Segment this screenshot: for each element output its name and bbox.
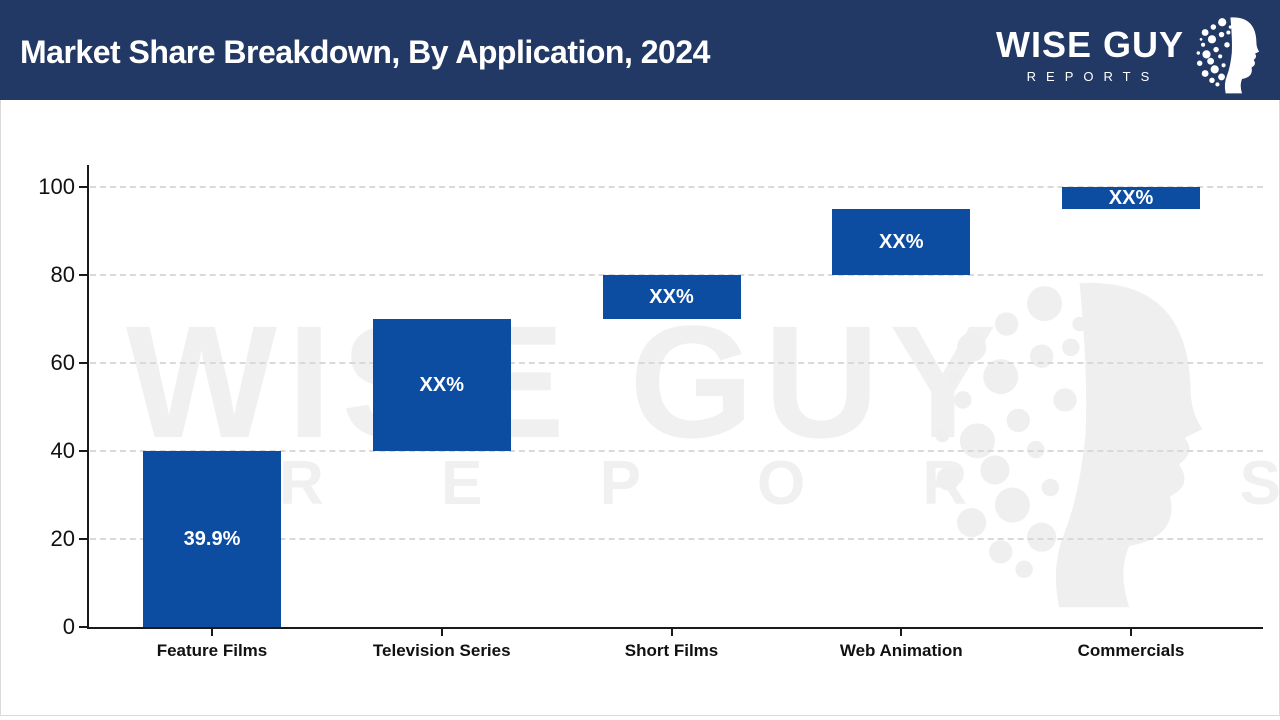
watermark-text-1: WISE GUY: [126, 292, 1007, 471]
y-tick-label-0: 0: [62, 614, 75, 639]
y-tick-label-40: 40: [50, 438, 75, 463]
bar-label-television-series: XX%: [419, 373, 464, 396]
y-axis-line: [87, 165, 89, 629]
bar-short-films: XX%: [602, 275, 741, 319]
x-tick-label-short-films: Short Films: [624, 641, 719, 660]
x-tick-label-commercials: Commercials: [1077, 641, 1185, 660]
y-tick-mark-20: [79, 538, 87, 540]
x-tick-label-feature-films: Feature Films: [156, 641, 268, 660]
bar-label-feature-films: 39.9%: [183, 527, 241, 550]
bar-label-web-animation: XX%: [879, 230, 924, 253]
chart-area: WISE GUY R E P O R T S 0 20 40 60 80 100 39.9%…: [0, 100, 1280, 716]
x-tick-mark-short-films: [670, 629, 673, 636]
y-tick-label-60: 60: [50, 350, 75, 375]
x-tick-label-web-animation: Web Animation: [839, 641, 963, 660]
x-tick-label-television-series: Television Series: [372, 641, 511, 660]
y-tick-mark-0: [79, 626, 87, 628]
page-title: Market Share Breakdown, By Application, …: [20, 34, 710, 70]
gridline-60: [90, 362, 1263, 364]
x-tick-mark-web-animation: [900, 629, 903, 636]
bar-feature-films: 39.9%: [143, 451, 281, 627]
bar-web-animation: XX%: [832, 209, 971, 275]
gridline-40: [90, 450, 1263, 452]
dotted-face-icon: [1196, 17, 1260, 94]
y-tick-mark-60: [79, 362, 87, 364]
brand-logo-text: WISE GUY REPORTS: [996, 24, 1184, 84]
bar-television-series: XX%: [372, 319, 511, 451]
plot-area: 0 20 40 60 80 100 39.9% Feature Films XX% Televis…: [1, 100, 1279, 715]
brand-name: WISE GUY: [995, 24, 1184, 65]
y-tick-label-20: 20: [50, 526, 75, 551]
brand-subname: REPORTS: [1026, 69, 1160, 84]
bar-label-commercials: XX%: [1108, 186, 1154, 209]
bar-label-short-films: XX%: [649, 285, 694, 308]
y-tick-mark-40: [79, 450, 87, 452]
header: Market Share Breakdown, By Application, …: [0, 0, 1280, 100]
y-tick-mark-80: [79, 274, 87, 276]
gridline-20: [90, 538, 1263, 540]
x-tick-mark-television-series: [440, 629, 443, 636]
bar-commercials: XX%: [1062, 187, 1200, 209]
gridline-100: [90, 186, 1263, 188]
x-axis-line: [87, 627, 1263, 629]
y-tick-label-100: 100: [38, 174, 75, 199]
y-tick-label-80: 80: [50, 262, 75, 287]
x-tick-mark-commercials: [1130, 629, 1132, 636]
brand-logo: WISE GUY REPORTS: [996, 8, 1262, 94]
x-tick-mark-feature-films: [211, 629, 213, 636]
y-tick-mark-100: [79, 186, 87, 188]
